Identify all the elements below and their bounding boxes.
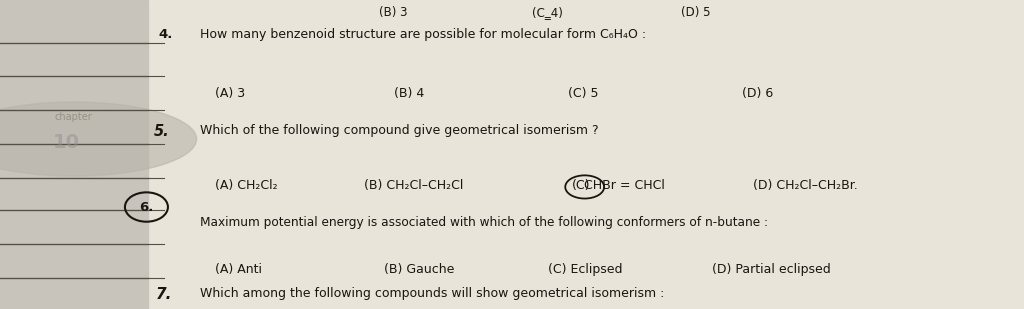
Text: (A) CH₂Cl₂: (A) CH₂Cl₂ (215, 179, 278, 192)
Text: (A) Anti: (A) Anti (215, 263, 262, 276)
Text: 7.: 7. (156, 287, 172, 303)
Text: (B) 4: (B) 4 (394, 87, 425, 99)
Text: (D) 6: (D) 6 (742, 87, 774, 99)
Text: (A) 3: (A) 3 (215, 87, 245, 99)
Text: 4.: 4. (159, 28, 173, 41)
Text: Which among the following compounds will show geometrical isomerism :: Which among the following compounds will… (200, 287, 664, 300)
Text: chapter: chapter (55, 112, 92, 122)
Text: 5.: 5. (154, 124, 169, 139)
Text: CHBr = CHCl: CHBr = CHCl (584, 179, 665, 192)
Circle shape (0, 102, 197, 176)
Text: (D) Partial eclipsed: (D) Partial eclipsed (712, 263, 830, 276)
Text: (B) Gauche: (B) Gauche (384, 263, 455, 276)
Text: 6.: 6. (139, 201, 154, 214)
Text: (D) CH₂Cl–CH₂Br.: (D) CH₂Cl–CH₂Br. (753, 179, 857, 192)
Text: Which of the following compound give geometrical isomerism ?: Which of the following compound give geo… (200, 124, 598, 137)
Text: (B) 3: (B) 3 (379, 6, 408, 19)
Text: Maximum potential energy is associated with which of the following conformers of: Maximum potential energy is associated w… (200, 216, 768, 229)
Text: (C‗4): (C‗4) (532, 6, 563, 19)
Text: (B) CH₂Cl–CH₂Cl: (B) CH₂Cl–CH₂Cl (364, 179, 463, 192)
Text: 10: 10 (53, 133, 80, 152)
Text: (C) Eclipsed: (C) Eclipsed (548, 263, 623, 276)
Text: (D) 5: (D) 5 (681, 6, 711, 19)
Text: (C) 5: (C) 5 (568, 87, 599, 99)
Text: (C): (C) (571, 179, 590, 192)
Text: How many benzenoid structure are possible for molecular form C₆H₄O :: How many benzenoid structure are possibl… (200, 28, 646, 41)
Bar (0, 0, 148, 309)
